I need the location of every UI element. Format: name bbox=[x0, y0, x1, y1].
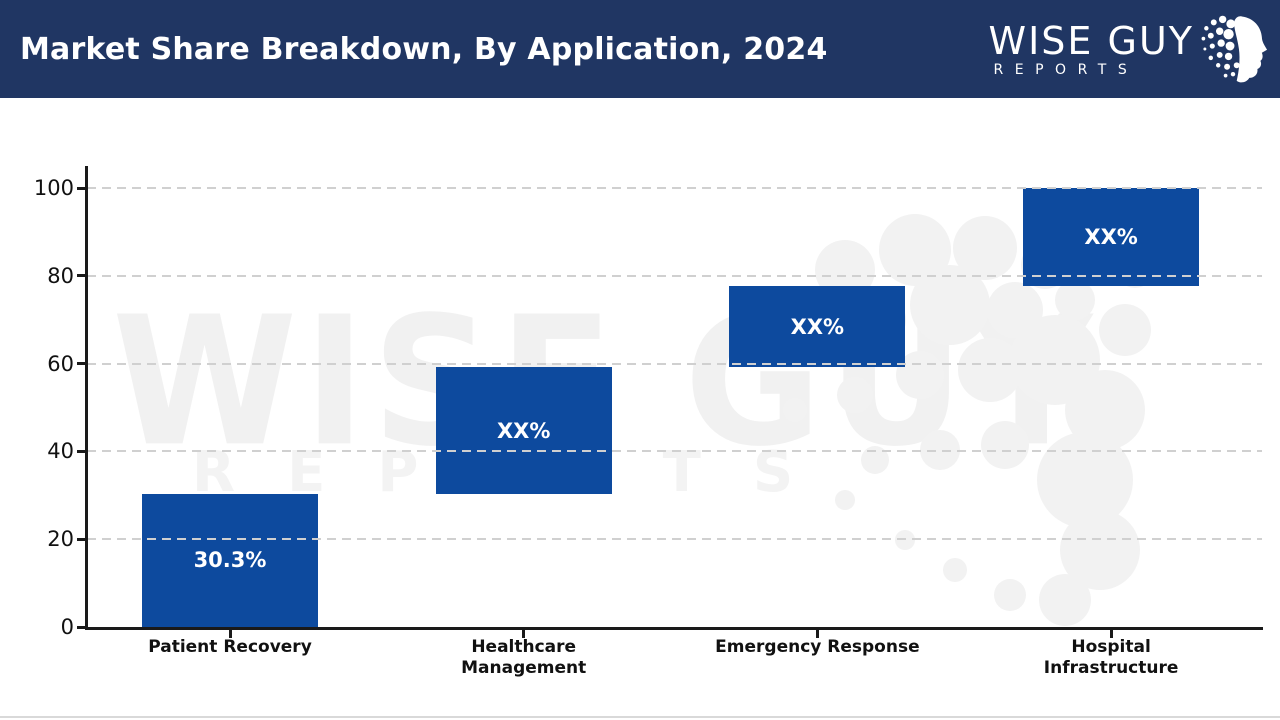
bar-2: XX% bbox=[435, 367, 612, 494]
dotted-head-profile-icon bbox=[1201, 15, 1268, 83]
gridline-100 bbox=[87, 187, 1262, 189]
x-tickmark-3 bbox=[815, 630, 819, 638]
bar-3: XX% bbox=[729, 286, 906, 368]
bar-value-label: XX% bbox=[790, 314, 845, 339]
x-category-label-2: Healthcare Management bbox=[461, 637, 587, 678]
brand-subname: REPORTS bbox=[993, 61, 1139, 78]
y-tick-label-20: 20 bbox=[47, 527, 74, 552]
gridline-40 bbox=[87, 450, 1262, 453]
x-tickmark-4 bbox=[1109, 630, 1113, 638]
brand-logo: WISE GUY REPORTS bbox=[989, 0, 1270, 98]
y-tick-label-0: 0 bbox=[60, 615, 74, 639]
bar-4: XX% bbox=[1023, 188, 1200, 287]
y-axis-line bbox=[85, 166, 88, 630]
x-category-label-4: Hospital Infrastructure bbox=[1043, 637, 1179, 678]
x-tickmark-1 bbox=[228, 630, 232, 638]
y-tick-label-100: 100 bbox=[33, 176, 74, 200]
gridline-60 bbox=[87, 362, 1262, 365]
y-tickmark-0 bbox=[77, 625, 85, 629]
y-tick-label-40: 40 bbox=[47, 439, 74, 464]
bar-value-label: XX% bbox=[1084, 225, 1138, 250]
y-tickmark-100 bbox=[77, 186, 85, 190]
header-bar: Market Share Breakdown, By Application, … bbox=[0, 0, 1280, 98]
y-tick-label-60: 60 bbox=[47, 351, 74, 376]
y-tickmark-60 bbox=[77, 362, 85, 366]
bar-value-label: 30.3% bbox=[193, 548, 267, 573]
y-tickmark-80 bbox=[77, 274, 85, 278]
gridline-80 bbox=[87, 274, 1262, 277]
x-axis-line bbox=[85, 627, 1263, 630]
x-tickmark-2 bbox=[522, 630, 526, 638]
bottom-divider bbox=[0, 716, 1280, 718]
bar-value-label: XX% bbox=[496, 418, 551, 443]
x-category-label-1: Patient Recovery bbox=[148, 637, 312, 657]
bar-1: 30.3% bbox=[142, 493, 318, 627]
y-tickmark-40 bbox=[77, 449, 85, 453]
page-title: Market Share Breakdown, By Application, … bbox=[20, 31, 828, 67]
x-category-label-3: Emergency Response bbox=[715, 637, 920, 657]
y-tickmark-20 bbox=[77, 537, 85, 541]
brand-logo-text: WISE GUY REPORTS bbox=[989, 21, 1194, 78]
brand-name: WISE GUY bbox=[988, 18, 1194, 63]
gridline-20 bbox=[87, 538, 1262, 541]
y-tick-label-80: 80 bbox=[47, 263, 74, 288]
